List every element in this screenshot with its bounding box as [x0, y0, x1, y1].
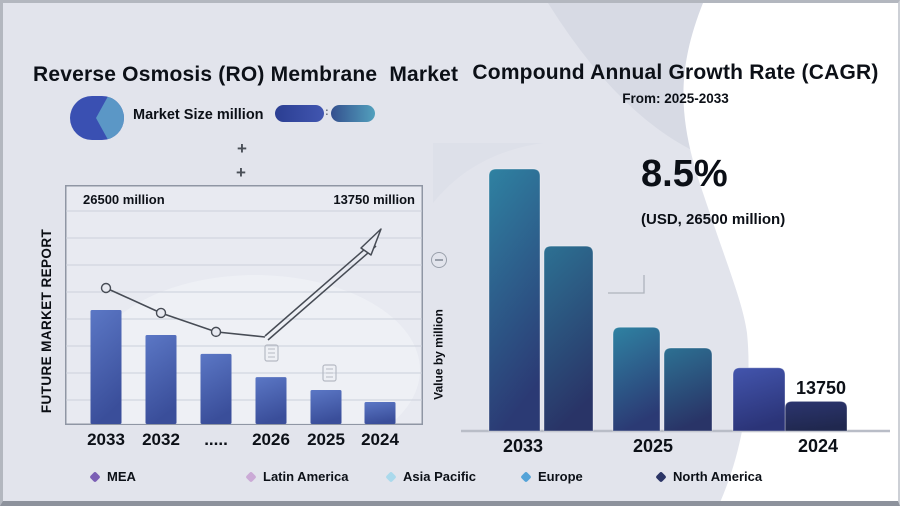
cagr-chart: 2033 2025 2024 13750 — [461, 168, 890, 456]
annotation-13750: 13750 — [796, 378, 846, 398]
corner-bracket-decor — [608, 275, 645, 294]
circle-dash-icon — [431, 252, 447, 268]
region-legend: MEA Latin America Asia Pacific Europe No… — [3, 469, 898, 493]
future-market-report-watermark: FUTURE MARKET REPORT — [39, 228, 54, 414]
plus-mark-icon: + — [236, 163, 246, 182]
arrow-head — [360, 228, 382, 256]
market-size-label: Market Size million — [133, 107, 264, 123]
trend-marker — [100, 282, 112, 294]
pill-separator: : — [325, 106, 329, 118]
page-title-left: Reverse Osmosis (RO) Membrane Market — [33, 63, 459, 86]
bar-2032 — [145, 334, 177, 424]
x-axis-label-2032: 2032 — [142, 430, 180, 449]
cagr-header: Compound Annual Growth Rate (CAGR) From:… — [453, 61, 898, 106]
legend-label: Europe — [538, 469, 583, 484]
diamond-marker-icon — [655, 470, 667, 483]
bar-..... — [200, 353, 232, 424]
background-swoosh — [433, 3, 898, 501]
legend-item-latin-america: Latin America — [245, 469, 349, 484]
bar-2025-b — [663, 347, 713, 432]
annotation-26500-million: 26500 million — [83, 192, 165, 207]
white-swoosh-decor — [683, 3, 898, 501]
bar-2025 — [310, 390, 342, 424]
x-axis-label-2033: 2033 — [87, 430, 125, 449]
cagr-percentage: 8.5% — [641, 153, 728, 195]
pill-icon-teal — [331, 105, 375, 122]
x-axis-label-2026: 2026 — [252, 430, 290, 449]
x-axis-label-2025: 2025 — [633, 436, 673, 456]
y-axis-label: Value by million — [431, 309, 446, 400]
legend-label: MEA — [107, 469, 136, 484]
small-swoosh-decor — [433, 143, 543, 203]
cagr-usd-note: (USD, 26500 million) — [641, 211, 786, 228]
arrow-shaft-line — [267, 245, 377, 341]
legend-label: North America — [673, 469, 763, 484]
legend-label: Latin America — [263, 469, 349, 484]
clipboard-icon — [322, 364, 337, 382]
trend-line — [105, 287, 266, 338]
annotation-13750-million: 13750 million — [333, 192, 415, 207]
clipboard-icon — [264, 344, 279, 362]
cagr-subtitle: From: 2025-2033 — [622, 91, 729, 106]
x-axis-label-2024: 2024 — [798, 436, 838, 456]
trend-marker — [210, 326, 222, 338]
diamond-marker-icon — [245, 470, 257, 483]
x-axis-label-2033: 2033 — [503, 436, 543, 456]
arrow-shaft-line — [264, 241, 374, 337]
page-title-right: Compound Annual Growth Rate (CAGR) — [472, 61, 879, 84]
legend-item-asia-pacific: Asia Pacific — [385, 469, 476, 484]
diamond-marker-icon — [520, 470, 532, 483]
bar-2024-a — [732, 367, 786, 432]
diamond-marker-icon — [385, 470, 397, 483]
bar-2033 — [90, 310, 122, 424]
trend-marker — [155, 307, 167, 319]
market-size-chart: 2033 2032..... 2026 2025 2024 — [65, 185, 423, 449]
capsule-hex-facet — [96, 96, 124, 140]
bar-2024-b — [784, 400, 848, 432]
diamond-marker-icon — [89, 470, 101, 483]
x-axis-label-2024: 2024 — [361, 430, 399, 449]
legend-item-mea: MEA — [89, 469, 136, 484]
pill-icon-dark — [275, 105, 324, 122]
x-axis-label-.....: ..... — [204, 430, 228, 449]
x-axis-label-2025: 2025 — [307, 430, 345, 449]
legend-item-north-america: North America — [655, 469, 763, 484]
bar-2024 — [364, 402, 396, 424]
bar-2033-a — [488, 168, 541, 432]
bar-2033-b — [543, 245, 594, 432]
legend-label: Asia Pacific — [403, 469, 476, 484]
legend-item-europe: Europe — [520, 469, 583, 484]
bar-2025-a — [612, 326, 661, 432]
bar-2026 — [255, 377, 287, 424]
plus-mark-icon: + — [237, 139, 247, 158]
capsule-icon — [70, 96, 124, 140]
